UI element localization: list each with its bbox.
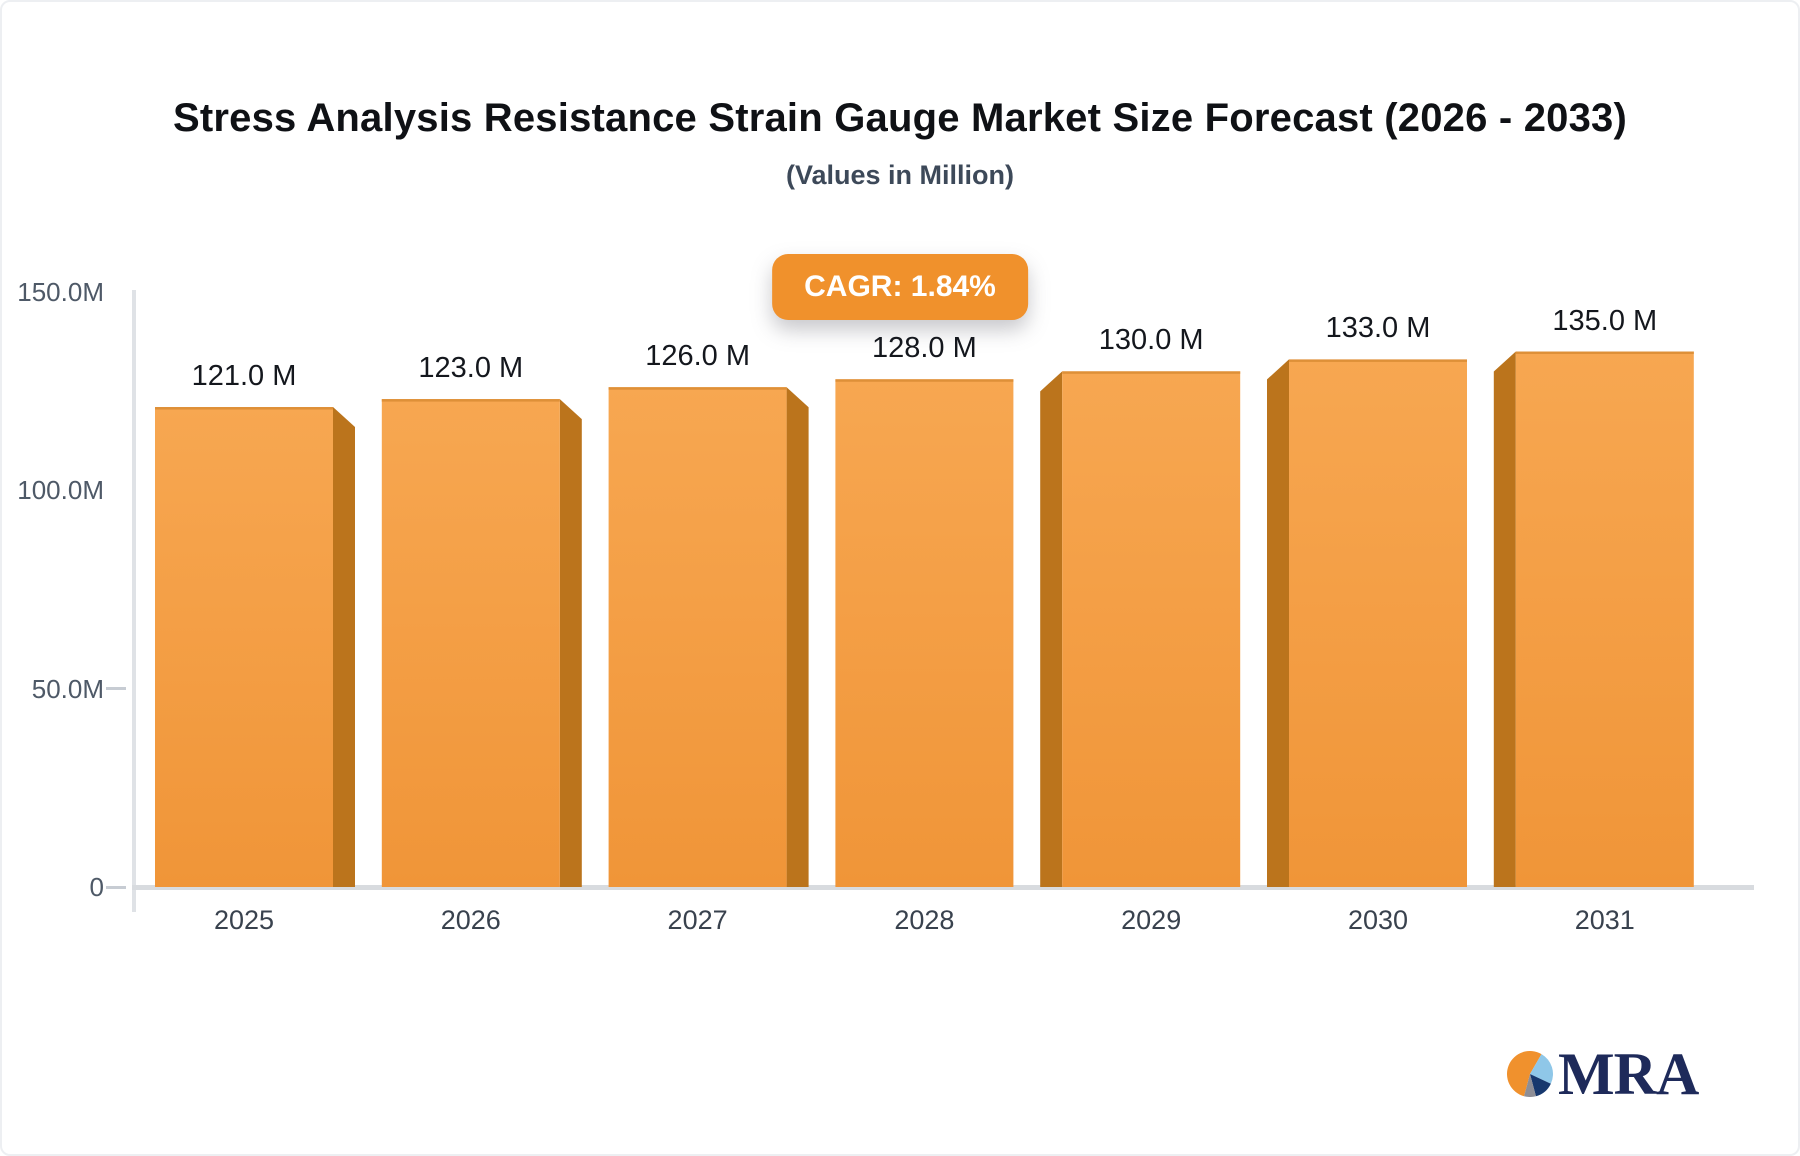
y-axis-label: 150.0M xyxy=(17,277,104,307)
bar-top-edge xyxy=(1062,371,1241,374)
bar-value-label: 121.0 M xyxy=(191,360,297,393)
bar-value-label: 128.0 M xyxy=(871,332,977,365)
bar-value-label: 126.0 M xyxy=(645,340,750,373)
bar-2031[interactable] xyxy=(1493,351,1694,888)
bar-2030[interactable] xyxy=(1267,359,1467,887)
x-axis-label: 2026 xyxy=(440,905,501,935)
y-axis-line xyxy=(132,290,136,912)
bar-front-face xyxy=(608,387,787,887)
bar-front-face xyxy=(155,407,333,887)
bar-top-edge xyxy=(835,379,1014,382)
x-axis-label: 2030 xyxy=(1347,905,1409,935)
chart-subtitle: (Values in Million) xyxy=(785,160,1015,190)
mra-logo: MRA xyxy=(1507,1041,1699,1107)
x-axis-label: 2027 xyxy=(667,905,728,935)
bar-side-face xyxy=(333,407,355,887)
x-axis-label: 2025 xyxy=(213,905,275,935)
bar-2029[interactable] xyxy=(1040,371,1241,887)
bar-front-face xyxy=(1515,351,1694,887)
bar-side-face xyxy=(1493,351,1516,887)
x-axis-label: 2029 xyxy=(1121,905,1182,935)
bar-front-face xyxy=(835,379,1014,887)
y-axis-label: 100.0M xyxy=(17,475,104,506)
bar-side-face xyxy=(1040,371,1063,887)
bar-top-edge xyxy=(155,407,333,410)
y-axis-label: 50.0M xyxy=(31,673,104,704)
x-axis-label: 2031 xyxy=(1574,905,1635,935)
bar-front-face xyxy=(1289,359,1467,887)
bar-top-edge xyxy=(608,387,787,390)
logo-pie-slice-lightblue xyxy=(1530,1054,1553,1084)
logo-pie-slice-navy xyxy=(1530,1074,1551,1097)
x-axis-line xyxy=(132,885,1754,890)
bar-side-face xyxy=(786,387,809,887)
bar-value-label: 130.0 M xyxy=(1098,324,1204,357)
logo-text: MRA xyxy=(1558,1041,1699,1107)
logo-pie-icon xyxy=(1507,1051,1553,1097)
bar-side-face xyxy=(1267,359,1289,887)
bar-value-label: 133.0 M xyxy=(1325,312,1431,345)
bar-2025[interactable] xyxy=(155,407,355,887)
bar-top-edge xyxy=(381,399,560,402)
bar-value-label: 135.0 M xyxy=(1552,304,1658,337)
bar-2028[interactable] xyxy=(835,379,1014,887)
logo-pie-slice-gray xyxy=(1524,1074,1536,1097)
bar-side-face xyxy=(559,399,582,887)
bar-front-face xyxy=(381,399,560,887)
bar-2026[interactable] xyxy=(381,399,582,887)
bar-2027[interactable] xyxy=(608,387,809,887)
logo-pie-slice-orange xyxy=(1507,1051,1542,1097)
cagr-badge: CAGR: 1.84% xyxy=(772,254,1028,320)
chart-title: Stress Analysis Resistance Strain Gauge … xyxy=(173,96,1627,140)
bar-value-label: 123.0 M xyxy=(418,352,524,385)
y-axis-tick xyxy=(106,687,126,691)
bar-top-edge xyxy=(1515,351,1694,354)
y-axis-label: 0 xyxy=(89,872,104,902)
x-axis-label: 2028 xyxy=(894,905,955,935)
bar-top-edge xyxy=(1289,359,1467,362)
y-axis-tick xyxy=(106,885,126,889)
bar-front-face xyxy=(1062,371,1241,887)
